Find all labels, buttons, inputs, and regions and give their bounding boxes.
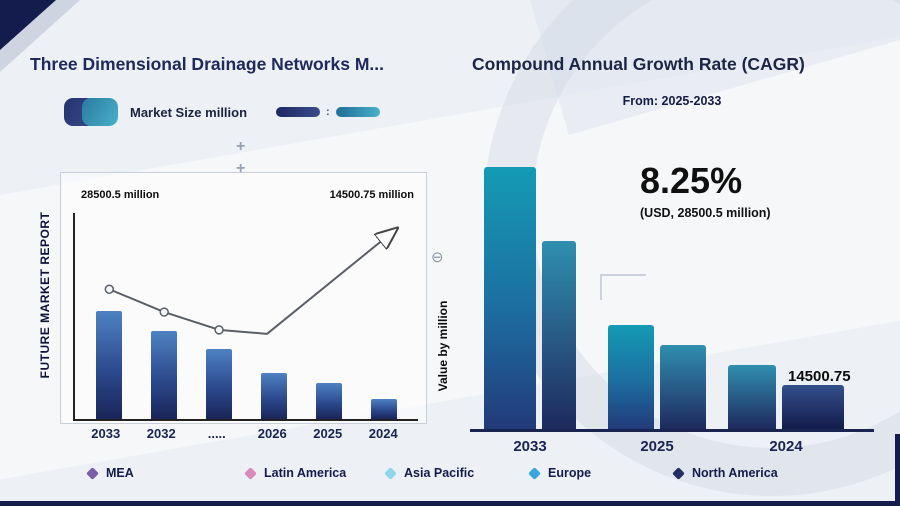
- market-bars: [75, 213, 418, 419]
- market-bar: [316, 383, 343, 419]
- market-bar: [371, 399, 398, 419]
- region-legend: MEA Latin America Asia Pacific Europe North …: [60, 466, 880, 486]
- market-size-icon: [64, 98, 118, 126]
- cagr-bar: [660, 345, 706, 429]
- right-edge-bar: [895, 434, 900, 506]
- cagr-bar: [782, 385, 844, 429]
- scale-pills: :: [276, 106, 380, 118]
- cagr-baseline: [470, 429, 874, 432]
- value-label-2024: 14500.75: [788, 368, 851, 385]
- plus-icon: +: [236, 160, 246, 177]
- x-label: 2026: [257, 426, 287, 441]
- legend-item-north-america: North America: [672, 466, 778, 480]
- navy-pill-icon: [276, 107, 320, 117]
- x-label: 2032: [146, 426, 176, 441]
- market-bar: [205, 349, 232, 419]
- annotation-2033-value: 28500.5 million: [81, 189, 160, 201]
- legend-item-asia-pacific: Asia Pacific: [384, 466, 475, 480]
- cylinder-right-icon: [82, 98, 118, 126]
- legend-diamond-icon: [86, 466, 99, 480]
- legend-diamond-icon: [672, 466, 685, 480]
- legend-diamond-icon: [384, 466, 397, 480]
- cagr-xlabels: 2033 2025 2024: [470, 438, 874, 458]
- value-by-million-label: Value by million: [436, 300, 450, 392]
- market-bar: [261, 373, 288, 419]
- bottom-edge-bar: [0, 501, 900, 506]
- x-label: 2025: [313, 426, 343, 441]
- cagr-bar-group: [608, 325, 706, 429]
- plot-area: [73, 213, 418, 421]
- legend-item-europe: Europe: [528, 466, 592, 480]
- x-label: 2033: [91, 426, 121, 441]
- cagr-bar: [542, 241, 576, 429]
- left-chart-title: Three Dimensional Drainage Networks M...: [30, 54, 384, 74]
- legend-item-mea: MEA: [86, 466, 134, 480]
- legend-label: Asia Pacific: [404, 466, 475, 480]
- x-label: .....: [207, 426, 226, 441]
- legend-item-latin-america: Latin America: [244, 466, 347, 480]
- cagr-percentage: 8.25%: [640, 160, 743, 201]
- cagr-bars-area: [470, 158, 874, 432]
- cagr-x-label: 2025: [640, 438, 674, 455]
- legend-diamond-icon: [528, 466, 541, 480]
- future-market-report-label: FUTURE MARKET REPORT: [38, 211, 52, 379]
- cagr-subtitle: From: 2025-2033: [622, 94, 722, 108]
- circle-minus-icon: ⊖: [431, 249, 444, 266]
- cagr-title: Compound Annual Growth Rate (CAGR): [472, 54, 805, 74]
- x-label: 2024: [368, 426, 398, 441]
- cagr-note: (USD, 28500.5 million): [640, 206, 771, 220]
- legend-label: Latin America: [264, 466, 347, 480]
- market-bar: [95, 311, 122, 419]
- teal-pill-icon: [335, 107, 380, 117]
- cagr-bar-group: [484, 167, 576, 429]
- bracket-decoration: [600, 274, 646, 300]
- cagr-bar-group: [728, 365, 844, 429]
- plus-icon: +: [236, 138, 246, 155]
- cagr-bar: [484, 167, 536, 429]
- market-xlabels: 2033 2032..... 2026 2025 2024: [72, 426, 417, 441]
- cagr-x-label: 2033: [513, 438, 547, 455]
- annotation-2024-value: 14500.75 million: [329, 189, 414, 201]
- pill-separator: :: [326, 106, 330, 118]
- legend-label: North America: [692, 466, 778, 480]
- legend-label: MEA: [106, 466, 134, 480]
- market-size-legend: Market Size million: [64, 98, 247, 126]
- market-size-label: Market Size million: [130, 104, 248, 120]
- legend-diamond-icon: [244, 466, 257, 480]
- cagr-bar: [608, 325, 654, 429]
- market-bar: [150, 331, 177, 419]
- market-size-chart: 28500.5 million 14500.75 million: [60, 172, 427, 424]
- cagr-chart: [470, 158, 874, 432]
- cagr-x-label: 2024: [769, 438, 803, 455]
- cagr-bar: [728, 365, 776, 429]
- legend-label: Europe: [548, 466, 592, 480]
